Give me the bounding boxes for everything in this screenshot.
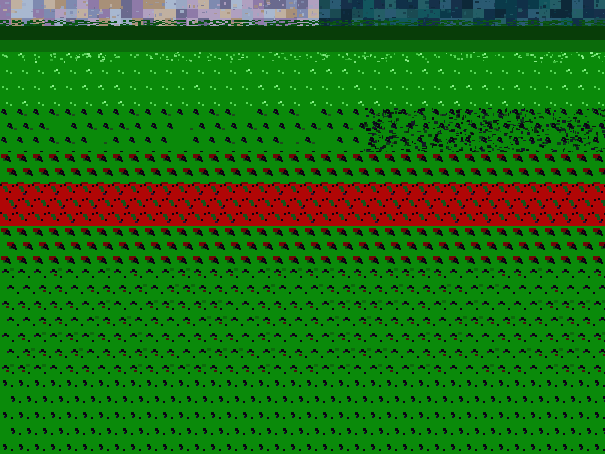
light-speckle-field — [0, 52, 605, 108]
mid-dark-speckle-field — [0, 266, 605, 376]
dark-green-band — [0, 26, 605, 40]
dark-glyph-field — [0, 108, 605, 152]
red-transition-upper — [0, 152, 605, 184]
red-transition-lower — [0, 226, 605, 266]
corrupted-macroblock-strip — [0, 0, 605, 26]
red-core-band — [0, 184, 605, 226]
mid-green-band — [0, 40, 605, 52]
clean-glyph-grid — [0, 376, 605, 454]
